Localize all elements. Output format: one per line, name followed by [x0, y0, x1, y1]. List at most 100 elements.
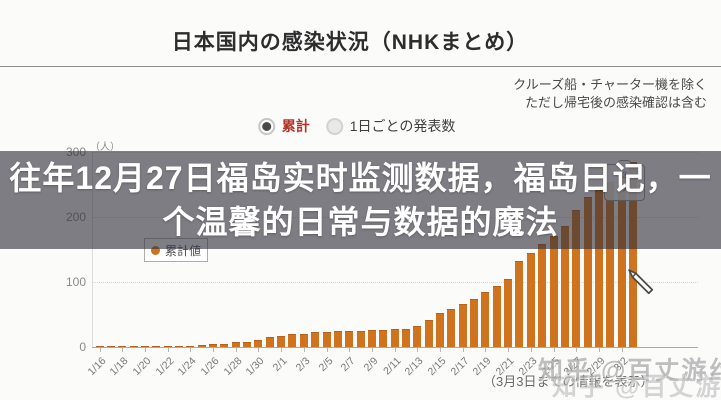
x-tick-label-2/13: 2/13	[402, 355, 426, 378]
x-tick-mark	[394, 348, 396, 352]
bar-2/5[interactable]	[322, 332, 331, 347]
bar-1/16[interactable]	[95, 346, 104, 347]
radio-cumulative-label[interactable]: 累計	[281, 118, 310, 134]
x-tick-mark	[508, 348, 510, 352]
radio-selected-icon[interactable]	[257, 117, 275, 135]
radio-daily-label[interactable]: 1日ごとの発表数	[349, 118, 456, 134]
bar-2/23[interactable]	[526, 253, 535, 347]
bar-1/21[interactable]	[152, 346, 161, 347]
pencil-cursor-icon	[628, 269, 654, 295]
x-tick-label-2/11: 2/11	[380, 355, 404, 378]
radio-unselected-icon[interactable]	[325, 117, 343, 135]
bar-2/17[interactable]	[458, 304, 467, 347]
x-tick-mark	[326, 348, 328, 352]
bar-2/8[interactable]	[356, 331, 365, 347]
bar-1/27[interactable]	[220, 344, 229, 347]
bar-2/25[interactable]	[549, 236, 558, 347]
x-tick-mark	[553, 348, 555, 352]
x-tick-mark	[440, 348, 441, 352]
bar-2/11[interactable]	[390, 329, 399, 347]
bar-2/16[interactable]	[447, 309, 456, 347]
chart-footnote: クルーズ船・チャーター機を除く ただし帰宅後の感染確認は含む	[513, 76, 707, 112]
bar-1/24[interactable]	[186, 346, 195, 347]
x-tick-label-2/17: 2/17	[448, 355, 472, 378]
bar-2/21[interactable]	[504, 279, 513, 347]
bar-1/30[interactable]	[254, 340, 263, 347]
bar-1/17[interactable]	[106, 346, 115, 347]
x-tick-label-2/7: 2/7	[338, 355, 358, 374]
x-tick-mark	[371, 348, 373, 352]
bar-1/23[interactable]	[174, 346, 183, 347]
bar-1/20[interactable]	[140, 346, 149, 347]
bar-1/18[interactable]	[118, 346, 127, 347]
bar-2/7[interactable]	[345, 331, 354, 347]
x-tick-mark	[598, 348, 600, 352]
series-toggle: 累計 1日ごとの発表数	[257, 116, 456, 136]
bar-2/9[interactable]	[367, 330, 376, 347]
chart-title: 日本国内の感染状況（NHKまとめ）	[171, 31, 529, 54]
footnote-line-2: ただし帰宅後の感染確認は含む	[524, 95, 707, 110]
bar-1/28[interactable]	[231, 342, 240, 347]
x-tick-label-1/26: 1/26	[198, 355, 222, 378]
bar-2/18[interactable]	[470, 299, 479, 347]
bar-2/4[interactable]	[311, 332, 320, 347]
radio-cumulative[interactable]: 累計	[257, 116, 310, 136]
y-axis-unit-label: （人）	[90, 142, 120, 153]
y-tick-label-100: 100	[65, 275, 86, 289]
x-tick-mark	[349, 348, 351, 352]
y-axis-line	[92, 152, 93, 347]
headline-line-1: 往年12月27日福岛实时监测数据，福岛日记，一	[9, 160, 712, 196]
headline-line-2: 个温馨的日常与数据的魔法	[162, 204, 559, 240]
bar-1/22[interactable]	[163, 346, 172, 347]
bar-1/31[interactable]	[265, 337, 274, 347]
watermark-shadow-copy: 知乎 @百丈游丝	[552, 373, 721, 400]
bar-2/24[interactable]	[538, 244, 547, 347]
bar-2/19[interactable]	[481, 292, 490, 347]
radio-daily[interactable]: 1日ごとの発表数	[325, 116, 456, 136]
bar-2/10[interactable]	[379, 330, 388, 347]
x-tick-label-1/28: 1/28	[221, 355, 245, 378]
bar-2/3[interactable]	[299, 334, 308, 347]
bar-2/20[interactable]	[492, 286, 501, 347]
bar-1/26[interactable]	[209, 344, 217, 347]
gridline-y-100	[92, 282, 698, 283]
header-divider	[0, 66, 721, 67]
bar-2/1[interactable]	[277, 336, 286, 347]
x-tick-mark	[281, 348, 283, 352]
footnote-line-1: クルーズ船・チャーター機を除く	[513, 77, 707, 92]
x-tick-label-2/15: 2/15	[425, 355, 449, 378]
x-tick-label-2/9: 2/9	[361, 355, 381, 374]
x-tick-mark	[485, 348, 487, 352]
x-tick-mark	[99, 348, 101, 352]
x-tick-mark	[190, 348, 192, 352]
bar-2/22[interactable]	[515, 261, 524, 347]
legend-dot-icon	[150, 245, 160, 255]
y-tick-label-0: 0	[79, 340, 86, 354]
bar-2/12[interactable]	[401, 329, 410, 347]
bar-2/15[interactable]	[436, 313, 444, 347]
x-tick-label-1/16: 1/16	[85, 355, 108, 378]
x-tick-mark	[213, 348, 214, 352]
x-tick-label-2/5: 2/5	[316, 355, 335, 374]
bar-1/29[interactable]	[243, 342, 252, 347]
bar-2/6[interactable]	[333, 331, 342, 347]
watermark: 知乎 @百丈游丝	[538, 357, 721, 385]
bar-1/25[interactable]	[197, 345, 206, 347]
chart-caption: （3月3日までの情報を表示）	[483, 374, 654, 389]
headline-overlay: 往年12月27日福岛实时监测数据，福岛日记，一 个温馨的日常与数据的魔法	[0, 151, 721, 249]
bar-2/14[interactable]	[424, 320, 433, 347]
x-tick-label-1/24: 1/24	[175, 355, 199, 378]
x-tick-mark	[122, 348, 124, 352]
x-tick-mark	[417, 348, 419, 352]
x-tick-label-1/20: 1/20	[130, 355, 154, 378]
x-tick-mark	[530, 348, 532, 352]
x-tick-mark	[235, 348, 237, 352]
bar-2/13[interactable]	[413, 326, 422, 347]
x-tick-mark	[144, 348, 146, 352]
x-axis-line	[92, 347, 698, 348]
bar-1/19[interactable]	[129, 346, 138, 347]
bar-2/2[interactable]	[288, 334, 297, 347]
x-tick-mark	[462, 348, 464, 352]
x-tick-label-1/30: 1/30	[243, 355, 267, 378]
